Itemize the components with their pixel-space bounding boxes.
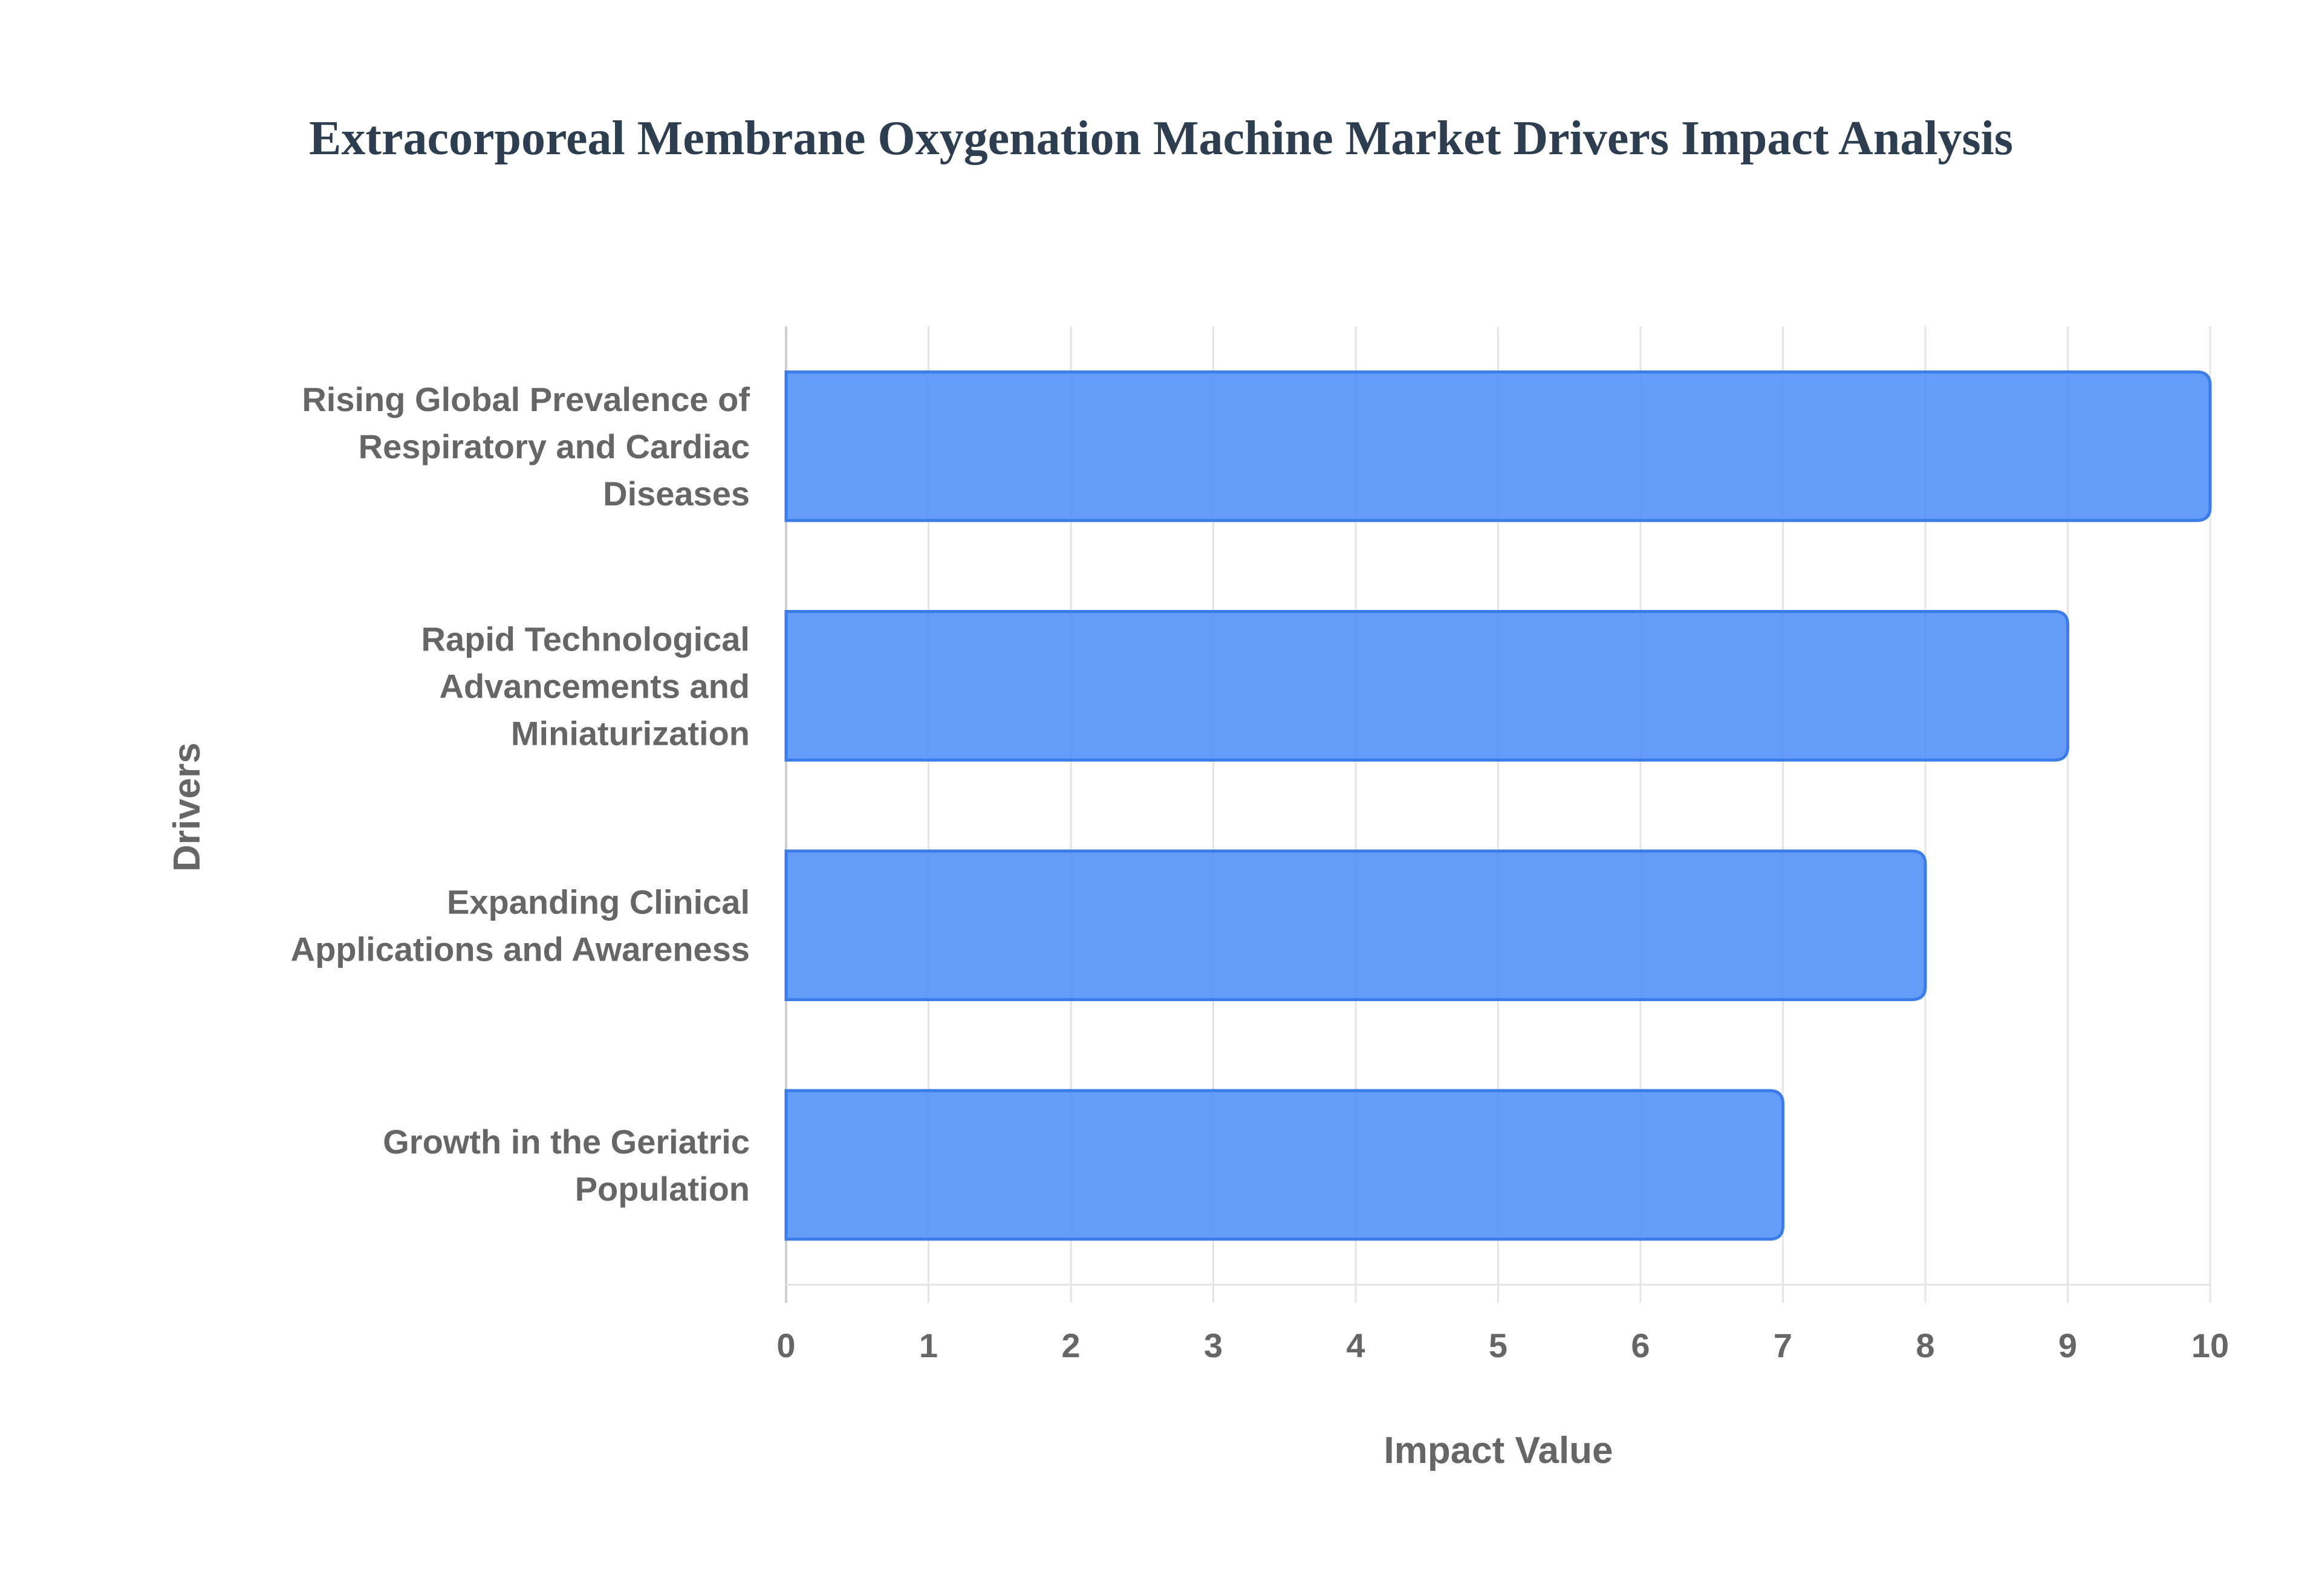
- category-labels: Rising Global Prevalence of Respiratory a…: [291, 380, 750, 1208]
- x-tick-label-10: 10: [2191, 1326, 2229, 1364]
- x-tick-label-3: 3: [1204, 1326, 1223, 1364]
- category-label-3: Expanding Clinical Applications and Aware…: [291, 883, 750, 968]
- x-tick-label-7: 7: [1774, 1326, 1792, 1364]
- x-tick-label-5: 5: [1489, 1326, 1507, 1364]
- bar-3: [784, 849, 1927, 1001]
- x-tick-label-8: 8: [1916, 1326, 1934, 1364]
- x-tick-label-0: 0: [776, 1326, 795, 1364]
- x-tick-labels: 0 1 2 3 4 5 6 7 8 9 10: [776, 1326, 2229, 1364]
- y-axis-title: Drivers: [166, 742, 208, 872]
- category-label-2: Rapid Technological Advancements and Minia…: [421, 620, 750, 752]
- bar-2: [784, 610, 2069, 762]
- x-tick-label-9: 9: [2058, 1326, 2077, 1364]
- bars: [784, 370, 2212, 1241]
- x-tick-label-6: 6: [1631, 1326, 1650, 1364]
- category-label-4: Growth in the Geriatric Population: [383, 1123, 750, 1208]
- category-label-1: Rising Global Prevalence of Respiratory a…: [302, 380, 750, 513]
- bar-1: [784, 370, 2212, 522]
- bar-4: [784, 1089, 1784, 1241]
- x-tick-label-2: 2: [1061, 1326, 1080, 1364]
- x-tick-label-1: 1: [919, 1326, 938, 1364]
- chart-title: Extracorporeal Membrane Oxygenation Mach…: [309, 112, 2013, 165]
- x-tick-label-4: 4: [1346, 1326, 1365, 1364]
- x-axis-title: Impact Value: [1384, 1430, 1613, 1471]
